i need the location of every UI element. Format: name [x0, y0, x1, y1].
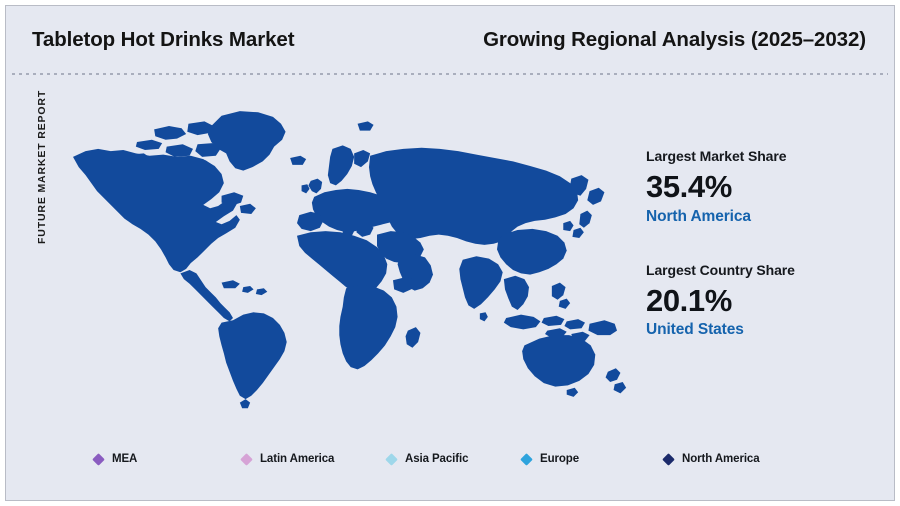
legend-diamond-icon — [385, 452, 398, 466]
legend-diamond-icon — [92, 452, 105, 466]
page-subtitle: Growing Regional Analysis (2025–2032) — [483, 27, 866, 51]
stat-value: 35.4% — [646, 169, 732, 204]
legend-label: Asia Pacific — [405, 453, 469, 465]
legend-label: North America — [682, 453, 760, 465]
legend-label: Latin America — [260, 453, 335, 465]
stat-label: Largest Country Share — [646, 261, 795, 278]
header: Tabletop Hot Drinks Market Growing Regio… — [6, 6, 894, 73]
legend-item-europe: Europe — [520, 452, 664, 466]
header-divider — [12, 73, 888, 75]
world-map-landmasses — [73, 111, 627, 409]
stat-region: United States — [646, 321, 744, 339]
legend-item-latin-america: Latin America — [240, 452, 387, 466]
legend-diamond-icon — [662, 452, 675, 466]
stat-region: North America — [646, 207, 751, 225]
stat-value: 20.1% — [646, 282, 732, 318]
legend-diamond-icon — [520, 452, 533, 466]
stat-label: Largest Market Share — [646, 148, 787, 164]
legend: MEA Latin America Asia Pacific Europe No… — [92, 452, 809, 466]
legend-label: Europe — [540, 453, 580, 465]
legend-item-north-america: North America — [662, 452, 760, 466]
world-map-svg — [73, 111, 627, 409]
stat-largest-country-share: Largest Country Share 20.1% United State… — [646, 262, 896, 340]
world-map — [68, 94, 646, 414]
legend-diamond-icon — [240, 452, 253, 466]
legend-item-asia-pacific: Asia Pacific — [385, 452, 522, 466]
legend-label: MEA — [112, 453, 138, 465]
stat-largest-market-share: Largest Market Share 35.4% North America — [646, 148, 896, 226]
stats-panel: Largest Market Share 35.4% North America… — [646, 148, 896, 339]
brand-vertical-label: FUTURE MARKET REPORT — [36, 89, 48, 244]
legend-item-mea: MEA — [92, 452, 242, 466]
page-title: Tabletop Hot Drinks Market — [32, 27, 295, 51]
